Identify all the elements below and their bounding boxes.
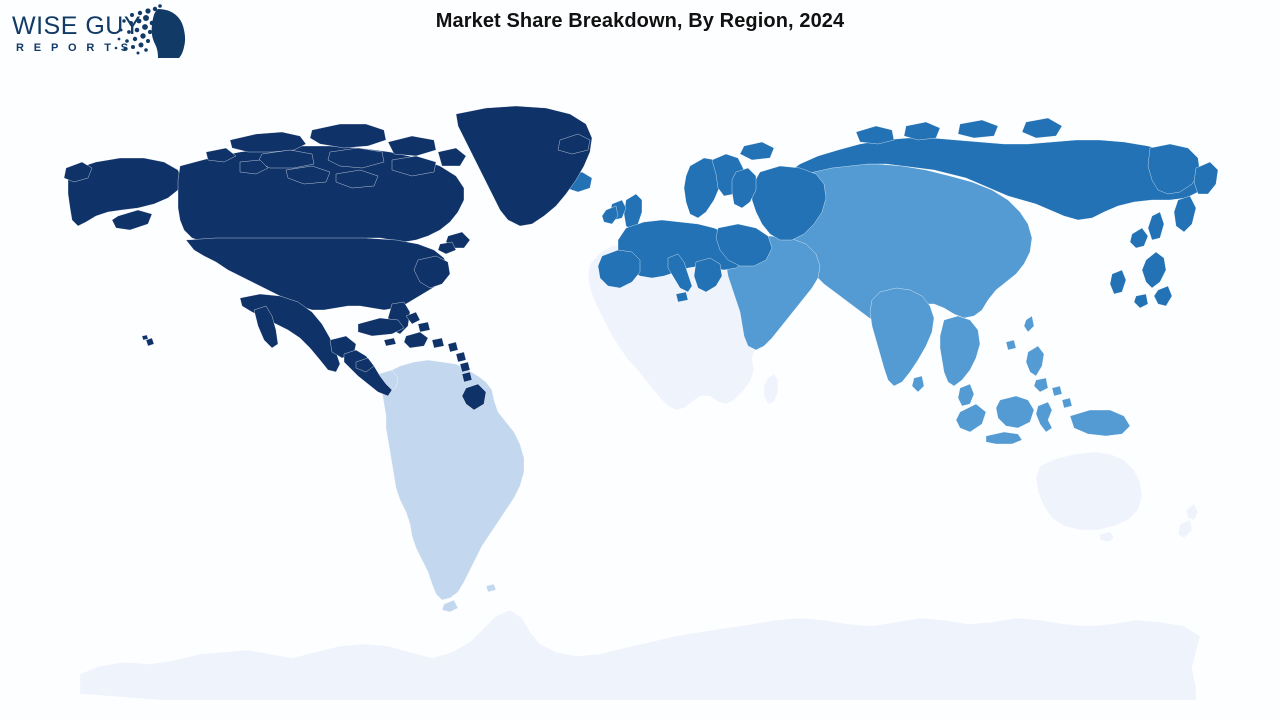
legend-item-north-america: North America	[0, 0, 1, 1]
map-legend: North America Europe Asia Pacific South …	[0, 0, 1, 1]
wiseguy-reports-logo[interactable]: WISE GUY R E P O R T S	[8, 4, 198, 58]
page-title: Market Share Breakdown, By Region, 2024	[435, 10, 845, 32]
head-profile-dots-icon	[114, 4, 186, 58]
region-south-america	[376, 360, 524, 612]
logo-wordmark: WISE GUY R E P O R T S	[12, 12, 141, 54]
region-middle-east-africa	[80, 244, 1200, 700]
svg-text:R E P O R T S: R E P O R T S	[16, 42, 132, 54]
svg-text:WISE GUY: WISE GUY	[12, 12, 141, 40]
region-asia-pacific	[726, 164, 1130, 444]
world-choropleth-map	[0, 48, 1280, 720]
region-north-america	[64, 106, 592, 410]
